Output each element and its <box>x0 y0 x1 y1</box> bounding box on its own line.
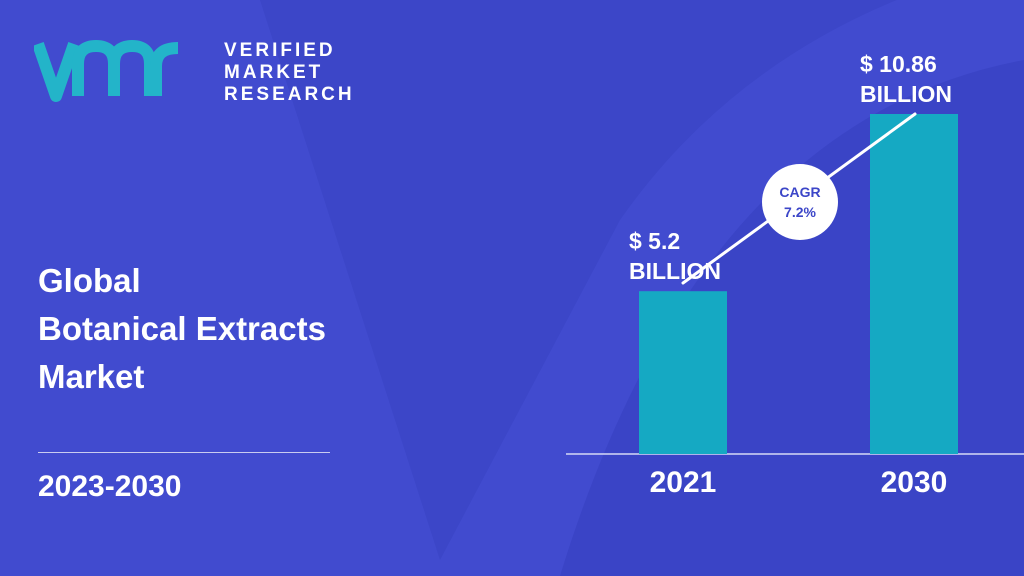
title-divider <box>38 452 330 453</box>
bar-2021 <box>639 291 727 454</box>
vmr-logo-mark <box>34 39 179 102</box>
category-label-2030: 2030 <box>881 466 948 499</box>
value-label-2030-unit: BILLION <box>860 81 952 107</box>
value-label-2021-amount: $ 5.2 <box>629 228 680 254</box>
cagr-badge <box>762 164 838 240</box>
cagr-value: 7.2% <box>784 204 816 220</box>
value-label-2021-unit: BILLION <box>629 258 721 284</box>
cagr-label: CAGR <box>779 184 820 200</box>
value-label-2030-amount: $ 10.86 <box>860 51 937 77</box>
brand-name-line-1: VERIFIED <box>224 40 336 61</box>
report-title-line-2: Botanical Extracts <box>38 310 326 347</box>
brand-logo: VERIFIED MARKET RESEARCH <box>34 36 352 106</box>
bar-2030 <box>870 114 958 454</box>
category-label-2021: 2021 <box>650 466 717 499</box>
forecast-period: 2023-2030 <box>38 470 182 503</box>
brand-name-line-2: MARKET <box>224 62 324 83</box>
report-title-line-1: Global <box>38 262 141 299</box>
report-title-line-3: Market <box>38 358 145 395</box>
brand-name-line-3: RESEARCH <box>224 84 355 105</box>
